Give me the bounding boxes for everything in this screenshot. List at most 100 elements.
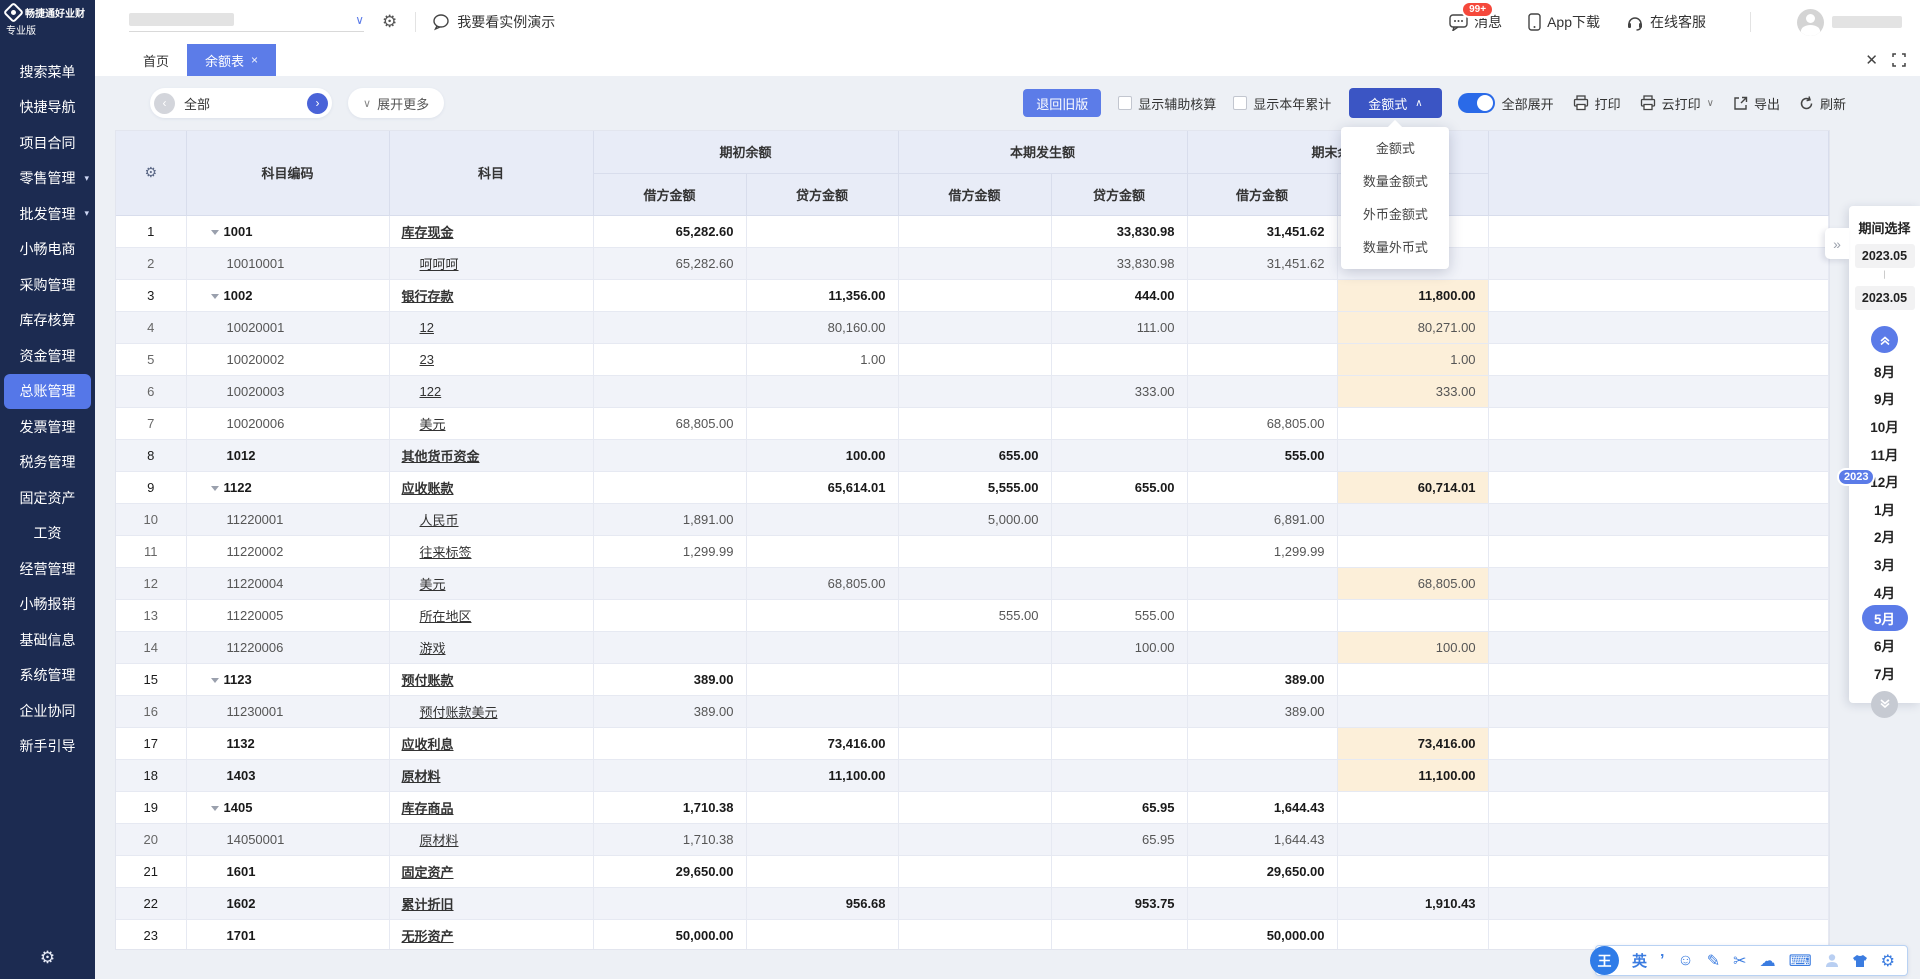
table-row[interactable]: 13 11220005 所在地区 555.00 555.00 (116, 599, 1829, 632)
close-tab-icon[interactable]: × (251, 53, 259, 67)
subject-link[interactable]: 往来标签 (419, 544, 472, 560)
format-menu-item-1[interactable]: 数量金额式 (1362, 174, 1428, 189)
subject-link[interactable]: 累计折旧 (401, 896, 454, 912)
table-row[interactable]: 20 14050001 原材料 1,710.38 65.95 1,644.43 (116, 823, 1829, 856)
fullscreen-icon[interactable] (1892, 53, 1906, 67)
sidebar-item-16[interactable]: 基础信息 (4, 622, 91, 658)
subject-link[interactable]: 固定资产 (401, 864, 454, 880)
sidebar-item-5[interactable]: 小畅电商 (4, 232, 91, 268)
table-row[interactable]: 22 1602 累计折旧 956.68 953.75 1,910.43 (116, 887, 1829, 920)
sidebar-item-3[interactable]: 零售管理 ▾ (4, 161, 91, 197)
table-row[interactable]: 8 1012 其他货币资金 100.00 655.00 555.00 (116, 439, 1829, 472)
subject-link[interactable]: 12 (419, 319, 434, 335)
sidebar-item-9[interactable]: 总账管理 (4, 373, 91, 409)
month-item-8月[interactable]: 8月 (1873, 364, 1895, 380)
sidebar-item-17[interactable]: 系统管理 (4, 658, 91, 694)
subject-link[interactable]: 库存现金 (401, 224, 454, 240)
subject-link[interactable]: 122 (419, 383, 442, 399)
ime-cloud-icon[interactable]: ☁ (1759, 952, 1776, 970)
table-row[interactable]: 9 1122 应收账款 65,614.01 5,555.00 655.00 60,714.0… (116, 471, 1829, 504)
month-item-12月[interactable]: 12月 (1870, 475, 1899, 491)
sidebar-item-4[interactable]: 批发管理 ▾ (4, 196, 91, 232)
month-item-5月[interactable]: 5月 (1861, 605, 1908, 632)
prev-arrow-icon[interactable]: ‹ (154, 92, 175, 114)
collapse-triangle-icon[interactable] (210, 485, 219, 491)
subject-link[interactable]: 应收账款 (401, 480, 454, 496)
subject-link[interactable]: 23 (419, 351, 434, 367)
next-arrow-icon[interactable]: › (307, 92, 328, 114)
sidebar-item-12[interactable]: 固定资产 (4, 480, 91, 516)
table-row[interactable]: 6 10020003 122 333.00 333.00 (116, 375, 1829, 408)
subject-link[interactable]: 人民币 (419, 512, 459, 528)
sidebar-item-2[interactable]: 项目合同 (4, 125, 91, 161)
sidebar-item-10[interactable]: 发票管理 (4, 409, 91, 445)
table-row[interactable]: 10 11220001 人民币 1,891.00 5,000.00 6,891.00 (116, 503, 1829, 536)
table-row[interactable]: 3 1002 银行存款 11,356.00 444.00 11,800.00 (116, 279, 1829, 312)
checkbox-icon[interactable] (1233, 96, 1248, 110)
cloud-print-button[interactable]: 云打印 ∨ (1640, 94, 1714, 113)
print-button[interactable]: 打印 (1573, 94, 1621, 113)
table-row[interactable]: 12 11220004 美元 68,805.00 68,805.00 (116, 567, 1829, 600)
collapse-triangle-icon[interactable] (210, 229, 219, 235)
table-row[interactable]: 21 1601 固定资产 29,650.00 29,650.00 (116, 855, 1829, 888)
sidebar-item-18[interactable]: 企业协同 (4, 693, 91, 729)
user-account[interactable] (1797, 8, 1902, 36)
period-to[interactable]: 2023.05 (1854, 286, 1915, 310)
ime-language-mode[interactable]: 英 (1631, 953, 1647, 970)
sidebar-item-13[interactable]: 工资 (4, 516, 91, 552)
period-from[interactable]: 2023.05 (1854, 244, 1915, 268)
sidebar-item-11[interactable]: 税务管理 (4, 445, 91, 481)
month-item-7月[interactable]: 7月 (1873, 666, 1895, 682)
app-download-button[interactable]: App下载 (1528, 12, 1600, 32)
sidebar-item-6[interactable]: 采购管理 (4, 267, 91, 303)
subject-link[interactable]: 其他货币资金 (401, 448, 480, 464)
table-row[interactable]: 4 10020001 12 80,160.00 111.00 80,271.00 (116, 311, 1829, 344)
expand-more-button[interactable]: ∨ 展开更多 (348, 88, 445, 118)
table-row[interactable]: 11 11220002 往来标签 1,299.99 1,299.99 (116, 535, 1829, 568)
format-style-button[interactable]: 金额式 ∧ 金额式 数量金额式 外币金额式 数量外币式 (1341, 88, 1450, 269)
show-auxiliary-checkbox[interactable]: 显示辅助核算 (1118, 94, 1216, 113)
sidebar-item-8[interactable]: 资金管理 (4, 338, 91, 374)
format-menu-item-3[interactable]: 数量外币式 (1362, 240, 1428, 255)
refresh-button[interactable]: 刷新 (1799, 94, 1846, 113)
ime-handwriting-icon[interactable]: ✎ (1706, 952, 1721, 970)
ime-account-icon[interactable] (1825, 953, 1839, 968)
sidebar-item-7[interactable]: 库存核算 (4, 303, 91, 339)
checkbox-icon[interactable] (1118, 96, 1133, 110)
company-selector[interactable]: ∨ (129, 13, 364, 32)
month-item-10月[interactable]: 10月 (1870, 419, 1899, 435)
scroll-months-up-button[interactable] (1871, 326, 1898, 353)
sidebar-item-15[interactable]: 小畅报销 (4, 587, 91, 623)
tab-balance-sheet[interactable]: 余额表 × (187, 44, 277, 76)
table-row[interactable]: 2 10010001 呵呵呵 65,282.60 33,830.98 31,451.62 (116, 247, 1829, 280)
collapse-triangle-icon[interactable] (210, 293, 219, 299)
table-row[interactable]: 16 11230001 预付账款美元 389.00 389.00 (116, 695, 1829, 728)
subject-link[interactable]: 美元 (419, 416, 446, 432)
subject-link[interactable]: 预付账款美元 (419, 704, 498, 720)
subject-link[interactable]: 银行存款 (401, 288, 454, 304)
settings-gear-icon[interactable]: ⚙ (382, 12, 398, 31)
subject-link[interactable]: 库存商品 (401, 800, 454, 816)
collapse-triangle-icon[interactable] (210, 677, 219, 683)
table-row[interactable]: 14 11220006 游戏 100.00 100.00 (116, 631, 1829, 664)
online-support-button[interactable]: 在线客服 (1626, 12, 1706, 32)
ime-keyboard-icon[interactable]: ⌨ (1788, 952, 1812, 970)
expand-all-toggle[interactable]: 全部展开 (1457, 93, 1554, 113)
subject-link[interactable]: 美元 (419, 576, 446, 592)
sidebar-item-0[interactable]: 搜索菜单 (4, 54, 91, 90)
ime-logo[interactable]: 王 (1589, 946, 1619, 975)
ime-skin-shirt-icon[interactable] (1852, 954, 1868, 968)
scroll-months-down-button[interactable] (1871, 690, 1898, 718)
subject-link[interactable]: 所在地区 (419, 608, 472, 624)
column-settings-icon[interactable]: ⚙ (144, 164, 158, 181)
back-to-old-version-button[interactable]: 退回旧版 (1023, 89, 1102, 117)
month-item-9月[interactable]: 9月 (1873, 392, 1895, 408)
month-item-6月[interactable]: 6月 (1873, 639, 1895, 655)
collapse-panel-button[interactable]: » (1825, 228, 1849, 259)
table-row[interactable]: 17 1132 应收利息 73,416.00 73,416.00 (116, 727, 1829, 760)
subject-link[interactable]: 呵呵呵 (419, 256, 459, 272)
toggle-on-icon[interactable] (1457, 93, 1495, 113)
table-row[interactable]: 23 1701 无形资产 50,000.00 50,000.00 (116, 919, 1829, 949)
table-row[interactable]: 5 10020002 23 1.00 1.00 (116, 343, 1829, 376)
month-item-11月[interactable]: 11月 (1870, 447, 1899, 463)
